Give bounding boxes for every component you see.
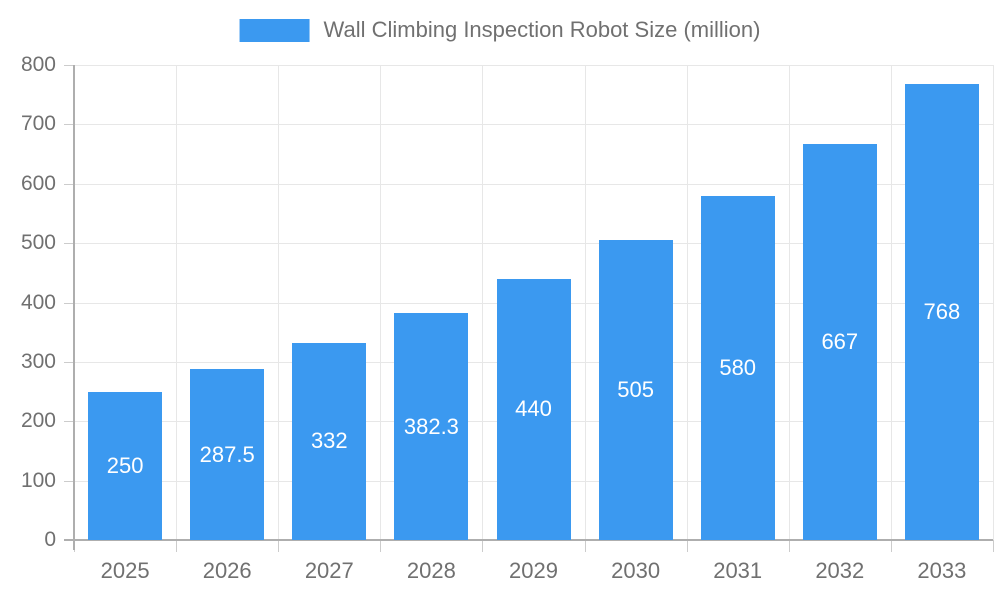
x-axis-label: 2033 [917, 558, 967, 583]
x-axis-tick [993, 540, 994, 552]
y-axis-label: 400 [20, 290, 56, 314]
y-axis-tick [64, 361, 74, 363]
bar: 440 [496, 278, 571, 541]
bar: 332 [292, 342, 367, 540]
bar-value-label: 667 [821, 329, 859, 354]
bar-value-label: 287.5 [199, 441, 255, 467]
x-axis-tick [890, 540, 892, 552]
gridline-vertical [993, 65, 994, 540]
bar-value-label: 440 [515, 396, 552, 422]
legend-label: Wall Climbing Inspection Robot Size (mil… [323, 17, 761, 42]
x-axis-label: 2030 [611, 558, 661, 583]
y-axis-tick [64, 480, 74, 482]
y-axis-label: 0 [44, 528, 56, 551]
gridline-vertical [278, 65, 280, 540]
y-axis-label: 300 [20, 349, 56, 373]
y-axis-label: 800 [20, 53, 56, 76]
bar-value-label: 332 [310, 428, 348, 454]
bar-value-label: 382.3 [403, 413, 459, 439]
legend: Wall Climbing Inspection Robot Size (mil… [239, 17, 761, 43]
x-axis-label: 2027 [304, 558, 354, 583]
bar-value-label: 505 [617, 377, 654, 403]
y-axis-tick [64, 421, 74, 423]
bar: 382.3 [394, 313, 469, 540]
y-axis-line [73, 65, 75, 550]
y-axis-tick [64, 65, 74, 66]
gridline-horizontal [74, 243, 993, 245]
bar: 580 [700, 195, 775, 540]
x-axis-label: 2029 [509, 558, 558, 583]
x-axis-tick [380, 540, 382, 552]
gridline-vertical [686, 65, 688, 540]
x-axis-tick [686, 540, 688, 552]
legend-swatch-icon [239, 18, 310, 42]
x-axis-label: 2025 [100, 558, 150, 583]
x-axis-label: 2026 [202, 558, 252, 583]
y-axis-label: 100 [20, 468, 56, 492]
y-axis-tick [64, 183, 74, 185]
gridline-vertical [482, 65, 484, 540]
x-axis-tick [584, 540, 586, 552]
gridline-horizontal [74, 124, 993, 126]
x-axis-label: 2028 [406, 558, 456, 583]
bar-value-label: 580 [719, 354, 757, 380]
gridline-vertical [176, 65, 178, 540]
y-axis-tick [64, 302, 74, 304]
y-axis-tick [64, 243, 74, 245]
bar: 505 [598, 240, 673, 540]
y-axis-label: 700 [20, 112, 56, 136]
bar: 768 [904, 84, 979, 540]
y-axis-label: 600 [20, 171, 56, 195]
gridline-vertical [788, 65, 790, 540]
x-axis-tick [278, 540, 280, 552]
x-axis-tick [788, 540, 790, 552]
gridline-horizontal [74, 65, 993, 66]
bar: 667 [802, 144, 877, 540]
bar-value-label: 768 [923, 299, 961, 324]
x-axis-tick [482, 540, 484, 552]
gridline-horizontal [74, 183, 993, 185]
bar: 287.5 [190, 369, 265, 540]
y-axis-label: 200 [20, 409, 56, 433]
x-axis-label: 2032 [815, 558, 865, 583]
y-axis-tick [64, 124, 74, 126]
gridline-vertical [890, 65, 892, 540]
gridline-vertical [380, 65, 382, 540]
y-axis-label: 500 [20, 231, 56, 255]
bar-value-label: 250 [106, 452, 144, 478]
x-axis-tick [176, 540, 178, 552]
x-axis-label: 2031 [713, 558, 763, 583]
bar: 250 [88, 391, 163, 540]
gridline-vertical [584, 65, 586, 540]
